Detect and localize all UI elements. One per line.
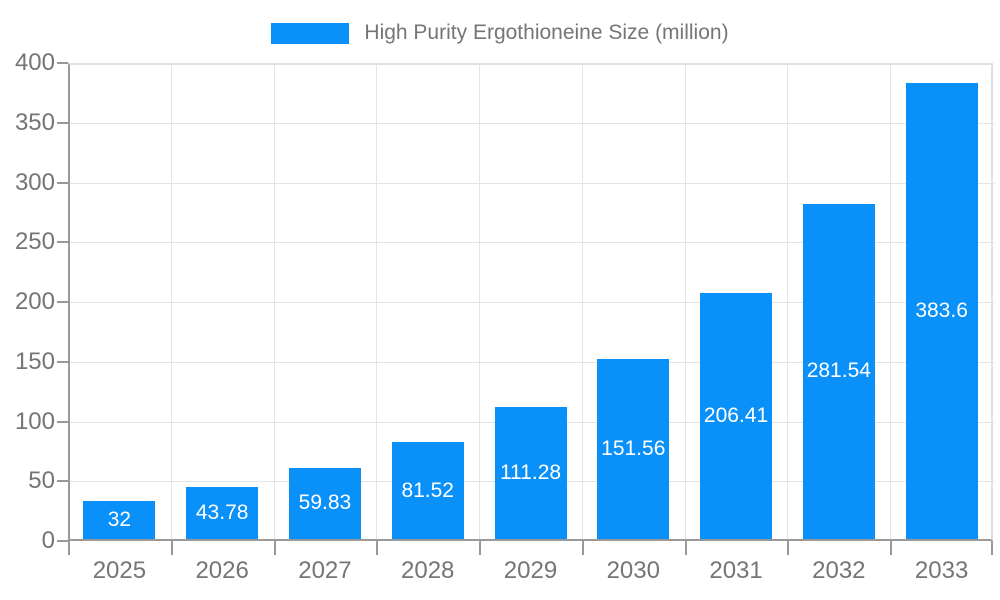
bar-2033[interactable]: 383.6	[905, 82, 978, 539]
x-tick-label-2031: 2031	[709, 557, 763, 584]
plot-area: 32 43.78 59.83 81.52 111.28 151.56 206.41 281.5…	[68, 63, 995, 541]
x-tick	[684, 541, 687, 555]
y-tick-label: 400	[14, 49, 55, 76]
x-tick	[170, 541, 173, 555]
x-tick-label-2028: 2028	[401, 557, 455, 584]
bar-value-label: 206.41	[703, 404, 769, 428]
x-tick-label-2030: 2030	[606, 557, 660, 584]
bar-2028[interactable]: 81.52	[391, 442, 464, 539]
gridline-v	[684, 65, 686, 539]
gridline-h	[70, 122, 995, 124]
x-tick	[787, 541, 790, 555]
x-tick-label-2027: 2027	[298, 557, 352, 584]
bar-2029[interactable]: 111.28	[494, 406, 567, 539]
y-tick-label: 350	[14, 108, 55, 136]
y-tick-label: 250	[14, 228, 55, 256]
y-tick	[57, 241, 68, 244]
y-tick-label: 0	[41, 527, 55, 554]
gridline-v	[479, 65, 481, 539]
y-tick-label: 150	[14, 347, 55, 375]
x-tick-label-2025: 2025	[92, 557, 147, 584]
x-tick-label-2033: 2033	[914, 557, 969, 584]
x-tick	[890, 541, 893, 555]
legend-swatch-icon	[271, 22, 350, 44]
x-tick	[68, 541, 70, 555]
y-tick	[57, 121, 68, 124]
y-tick	[57, 540, 68, 542]
y-tick-label: 200	[14, 288, 55, 315]
gridline-v	[581, 65, 583, 539]
bar-value-label: 32	[107, 507, 132, 531]
bar-value-label: 281.54	[806, 359, 871, 383]
bar-value-label: 383.6	[915, 298, 968, 322]
legend[interactable]: High Purity Ergothioneine Size (million)	[0, 18, 1000, 48]
legend-label: High Purity Ergothioneine Size (million)	[364, 21, 729, 44]
gridline-v	[890, 65, 892, 539]
bar-2027[interactable]: 59.83	[288, 467, 361, 539]
gridline-h	[70, 302, 995, 303]
bar-value-label: 81.52	[401, 478, 454, 502]
x-tick	[991, 541, 993, 555]
y-tick-label: 300	[14, 168, 55, 196]
bar-value-label: 151.56	[601, 436, 666, 460]
y-tick	[57, 420, 68, 423]
bar-2026[interactable]: 43.78	[186, 486, 259, 539]
y-tick	[57, 360, 68, 363]
y-tick	[57, 62, 68, 64]
x-tick	[479, 541, 482, 555]
bar-value-label: 43.78	[195, 500, 249, 524]
gridline-h	[70, 182, 995, 184]
gridline-h	[70, 242, 995, 244]
y-tick-label: 50	[28, 467, 55, 495]
y-tick-label: 100	[14, 407, 55, 435]
bar-value-label: 111.28	[499, 460, 562, 484]
y-tick	[57, 301, 68, 303]
bar-2025[interactable]: 32	[83, 500, 156, 539]
bar-value-label: 59.83	[298, 491, 352, 515]
gridline-h	[70, 361, 995, 363]
x-tick-label-2032: 2032	[812, 557, 866, 584]
y-tick	[57, 480, 68, 483]
bar-2030[interactable]: 151.56	[597, 358, 670, 539]
gridline-v	[273, 65, 275, 539]
gridline-v	[170, 65, 172, 539]
bar-2031[interactable]: 206.41	[700, 293, 773, 539]
x-tick-label-2026: 2026	[195, 557, 249, 584]
y-tick	[57, 181, 68, 184]
x-tick	[581, 541, 584, 555]
x-tick-label-2029: 2029	[503, 557, 558, 584]
bar-2032[interactable]: 281.54	[802, 203, 875, 539]
x-tick	[273, 541, 276, 555]
x-tick	[376, 541, 379, 555]
gridline-v	[787, 65, 789, 539]
gridline-v	[376, 65, 378, 539]
